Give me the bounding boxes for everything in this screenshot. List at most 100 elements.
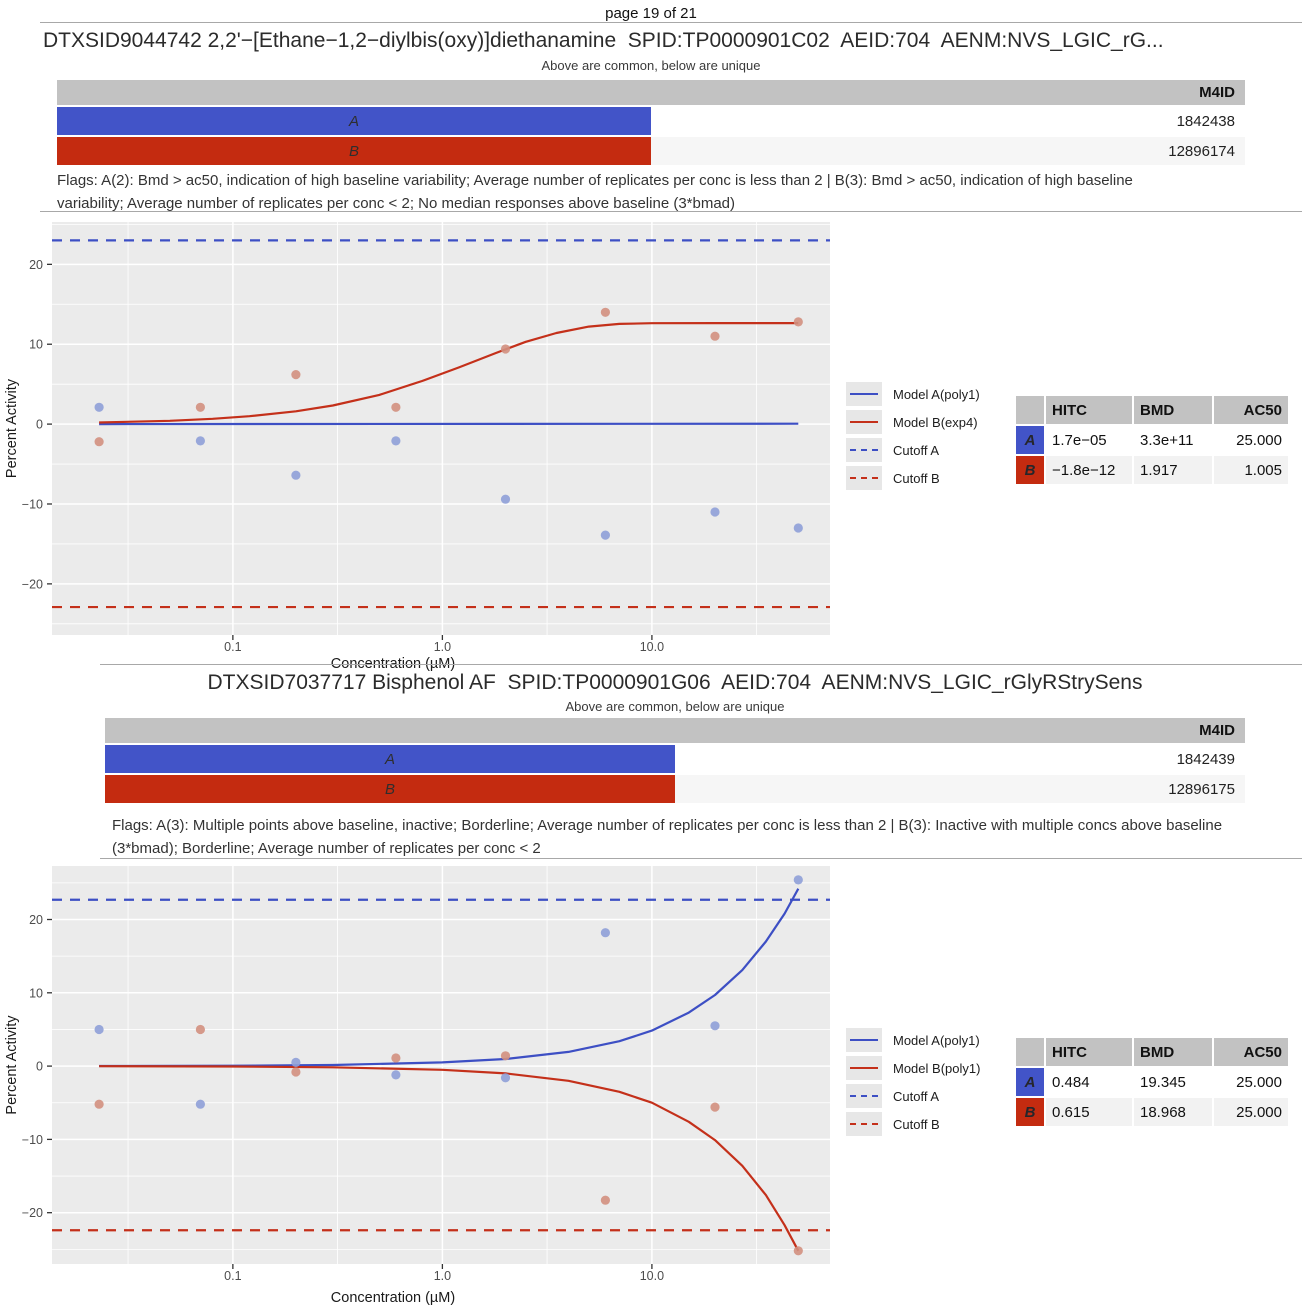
data-point xyxy=(195,436,205,446)
table-row: A 1842438 xyxy=(57,107,1245,137)
data-point xyxy=(710,331,720,341)
x-tick-label: 1.0 xyxy=(434,640,451,654)
model-a-line-icon xyxy=(850,1039,878,1041)
sample-a-bar: A xyxy=(57,107,651,137)
legend-label: Cutoff A xyxy=(893,1088,940,1104)
page-indicator: page 19 of 21 xyxy=(605,5,697,22)
panel2-title: DTXSID7037717 Bisphenol AF SPID:TP000090… xyxy=(207,671,1143,694)
data-point xyxy=(291,1057,301,1067)
hitc-b: −1.8e−12 xyxy=(1046,456,1132,484)
stats-row-a: A 1.7e−05 3.3e+11 25.000 xyxy=(1016,426,1288,454)
stats-row-b: B −1.8e−12 1.917 1.005 xyxy=(1016,456,1288,484)
x-tick-label: 1.0 xyxy=(434,1269,451,1283)
ac50-a: 25.000 xyxy=(1214,426,1288,454)
data-point xyxy=(391,1053,401,1063)
data-point xyxy=(94,402,104,412)
data-point xyxy=(500,494,511,504)
y-tick-label: 0 xyxy=(36,418,43,432)
y-tick-label: 20 xyxy=(29,913,43,927)
y-tick-label: −20 xyxy=(22,577,43,591)
legend-key xyxy=(846,382,882,406)
data-point xyxy=(793,523,803,533)
legend-key xyxy=(846,466,882,490)
table-header-row: M4ID xyxy=(105,718,1245,745)
ac50-b: 25.000 xyxy=(1214,1098,1288,1126)
panel1-flags: Flags: A(2): Bmd > ac50, indication of h… xyxy=(57,172,1133,213)
data-point xyxy=(291,1067,301,1077)
hitc-a: 1.7e−05 xyxy=(1046,426,1132,454)
panel2-stats-table: HITC BMD AC50 A 0.484 19.345 25.000 B 0.… xyxy=(1014,1036,1290,1128)
cutoff-b-line-icon xyxy=(850,1123,878,1125)
panel2-subtitle: Above are common, below are unique xyxy=(565,699,785,714)
y-tick-label: 0 xyxy=(36,1060,43,1074)
legend-key xyxy=(846,438,882,462)
legend-label: Model B(poly1) xyxy=(893,1060,981,1076)
panel2-divider xyxy=(100,858,1302,859)
table-row: B 12896175 xyxy=(105,775,1245,805)
data-point xyxy=(391,436,401,446)
model-a-line-icon xyxy=(850,393,878,395)
legend-key xyxy=(846,1112,882,1136)
legend-label: Model A(poly1) xyxy=(893,386,980,402)
cutoff-a-line-icon xyxy=(850,1095,878,1097)
y-tick-label: 20 xyxy=(29,258,43,272)
hitc-header: HITC xyxy=(1046,1038,1132,1066)
data-point xyxy=(600,530,611,540)
legend-label: Cutoff B xyxy=(893,1116,940,1132)
x-tick-label: 0.1 xyxy=(224,1269,241,1283)
legend-item: Cutoff A xyxy=(846,436,1036,464)
stats-row-b: B 0.615 18.968 25.000 xyxy=(1016,1098,1288,1126)
m4id-header: M4ID xyxy=(105,718,1245,745)
legend-item: Model B(exp4) xyxy=(846,408,1036,436)
cutoff-a-line-icon xyxy=(850,449,878,451)
y-tick-label: −10 xyxy=(22,497,43,511)
legend-label: Model B(exp4) xyxy=(893,414,978,430)
legend-item: Cutoff A xyxy=(846,1082,1036,1110)
model-curve xyxy=(99,888,800,1068)
data-point xyxy=(291,470,301,480)
legend-item: Cutoff B xyxy=(846,1110,1036,1138)
stats-row-a: A 0.484 19.345 25.000 xyxy=(1016,1068,1288,1096)
cutoff-b-line-icon xyxy=(850,477,878,479)
data-point xyxy=(710,1021,720,1031)
legend-item: Cutoff B xyxy=(846,464,1036,492)
legend-item: Model A(poly1) xyxy=(846,1026,1036,1054)
sample-b-m4id: 12896174 xyxy=(651,137,1245,167)
panel2-legend: Model A(poly1) Model B(poly1) Cutoff A C… xyxy=(846,1026,1036,1138)
data-point xyxy=(600,928,611,938)
x-axis-title: Concentration (µM) xyxy=(331,1290,455,1306)
data-point xyxy=(793,317,803,327)
model-curve xyxy=(99,1065,800,1252)
model-b-line-icon xyxy=(850,1067,878,1069)
sample-b-m4id: 12896175 xyxy=(675,775,1245,805)
ac50-header: AC50 xyxy=(1214,396,1288,424)
x-tick-label: 10.0 xyxy=(640,640,664,654)
legend-label: Model A(poly1) xyxy=(893,1032,980,1048)
header-divider xyxy=(40,22,1302,23)
legend-key xyxy=(846,1056,882,1080)
dose-response-plot-2: 0.1 1.0 10.0 −20 −10 0 10 20 Concentration (µM) P… xyxy=(4,866,830,1306)
sample-b-bar: B xyxy=(57,137,651,167)
legend-key xyxy=(846,410,882,434)
sample-a-m4id: 1842439 xyxy=(675,745,1245,775)
y-tick-label: 10 xyxy=(29,986,43,1000)
y-tick-label: −20 xyxy=(22,1206,43,1220)
data-point xyxy=(291,370,301,380)
data-point xyxy=(391,1070,401,1080)
panel2-top-divider xyxy=(100,664,1302,665)
model-curve xyxy=(99,322,799,424)
panel1-id-table: M4ID A 1842438 B 12896174 xyxy=(57,80,1245,167)
table-header-row: M4ID xyxy=(57,80,1245,107)
legend-label: Cutoff B xyxy=(893,470,940,486)
data-point xyxy=(500,344,511,354)
panel2-flags: Flags: A(3): Multiple points above basel… xyxy=(112,817,1223,858)
data-point xyxy=(793,1246,803,1256)
data-point xyxy=(710,1102,720,1112)
data-point xyxy=(94,437,104,447)
bmd-a: 3.3e+11 xyxy=(1134,426,1212,454)
sample-b-bar: B xyxy=(105,775,675,805)
panel2-id-table: M4ID A 1842439 B 12896175 xyxy=(105,718,1245,805)
sample-a-m4id: 1842438 xyxy=(651,107,1245,137)
data-point xyxy=(391,402,401,412)
